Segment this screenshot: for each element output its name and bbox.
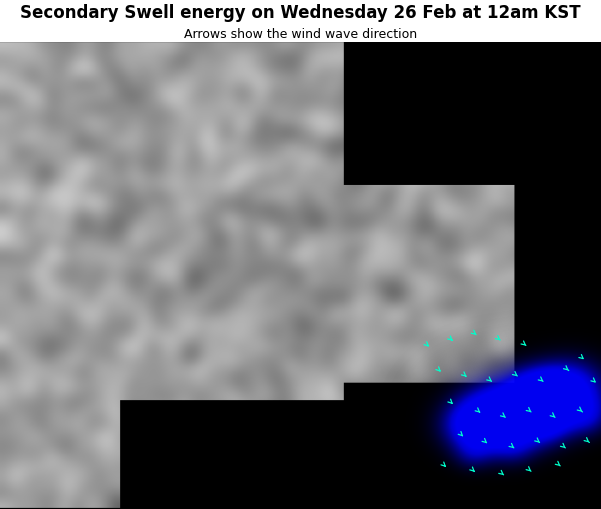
Text: Secondary Swell energy on Wednesday 26 Feb at 12am KST: Secondary Swell energy on Wednesday 26 F… [20, 4, 581, 21]
Text: Arrows show the wind wave direction: Arrows show the wind wave direction [184, 27, 417, 41]
